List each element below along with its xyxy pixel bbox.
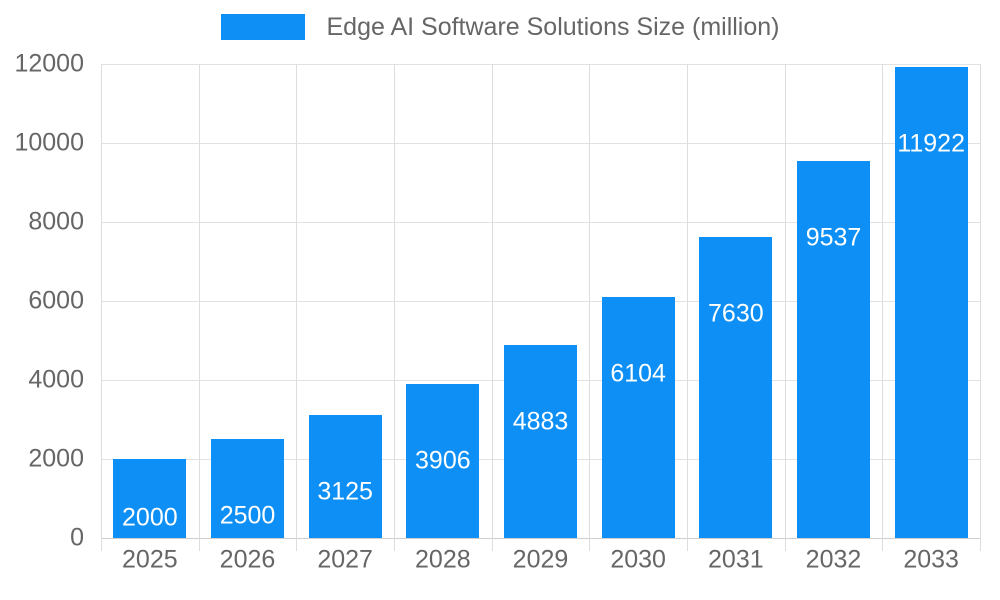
- bar[interactable]: [601, 296, 675, 538]
- bar[interactable]: [113, 459, 187, 538]
- x-axis-tick-label: 2033: [903, 545, 959, 574]
- x-axis-tick-label: 2032: [805, 545, 862, 574]
- category-separator: [589, 64, 590, 551]
- category-separator: [394, 64, 395, 551]
- bar-value-label: 2000: [122, 503, 178, 532]
- category-separator: [101, 64, 102, 551]
- y-axis-tick-label: 8000: [28, 207, 84, 236]
- category-separator: [687, 64, 688, 551]
- x-axis-tick-label: 2030: [610, 545, 666, 574]
- bar[interactable]: [503, 345, 578, 538]
- category-separator: [492, 64, 493, 551]
- legend-label-edge-ai-software-solutions: Edge AI Software Solutions Size (million…: [326, 13, 780, 41]
- gridline: [101, 301, 980, 302]
- category-separator: [296, 64, 297, 551]
- category-separator: [785, 64, 786, 551]
- chart-legend: Edge AI Software Solutions Size (million…: [0, 14, 1000, 40]
- category-separator: [980, 64, 981, 551]
- gridline: [101, 538, 980, 539]
- gridline: [101, 143, 980, 144]
- bar[interactable]: [210, 439, 285, 538]
- bar[interactable]: [406, 383, 480, 538]
- bar-value-label: 11922: [897, 129, 965, 158]
- bar[interactable]: [699, 236, 773, 538]
- x-axis-tick-label: 2027: [317, 545, 373, 574]
- bar-value-label: 4883: [512, 407, 569, 436]
- x-axis-tick-label: 2026: [219, 545, 276, 574]
- gridline: [101, 222, 980, 223]
- y-axis-tick-label: 12000: [14, 49, 84, 78]
- y-axis-tick-label: 4000: [28, 365, 84, 394]
- plot-area: 2000 2500 3125 3906 4883 6104 7630 9537 11922: [101, 64, 981, 551]
- bar-value-label: 6104: [610, 359, 666, 388]
- y-axis-tick-label: 6000: [28, 286, 84, 315]
- category-separator: [882, 64, 883, 551]
- bar[interactable]: [894, 67, 968, 538]
- y-axis-tick-label: 10000: [14, 128, 84, 157]
- bar-value-label: 3125: [317, 477, 373, 506]
- x-axis-tick-label: 2028: [415, 545, 471, 574]
- bar-value-label: 7630: [708, 299, 764, 328]
- bar-value-label: 9537: [805, 223, 862, 252]
- y-axis-tick-label: 0: [70, 523, 84, 552]
- x-axis-tick-label: 2025: [122, 545, 178, 574]
- bar-value-label: 3906: [415, 446, 471, 475]
- x-axis-tick-label: 2029: [512, 545, 569, 574]
- y-axis-tick-label: 2000: [28, 444, 84, 473]
- category-separator: [199, 64, 200, 551]
- gridline: [101, 64, 980, 65]
- bar[interactable]: [796, 161, 871, 538]
- x-axis-tick-label: 2031: [708, 545, 764, 574]
- bar[interactable]: [308, 414, 382, 538]
- bar-value-label: 2500: [219, 501, 276, 530]
- legend-swatch-edge-ai-software-solutions[interactable]: [220, 14, 305, 40]
